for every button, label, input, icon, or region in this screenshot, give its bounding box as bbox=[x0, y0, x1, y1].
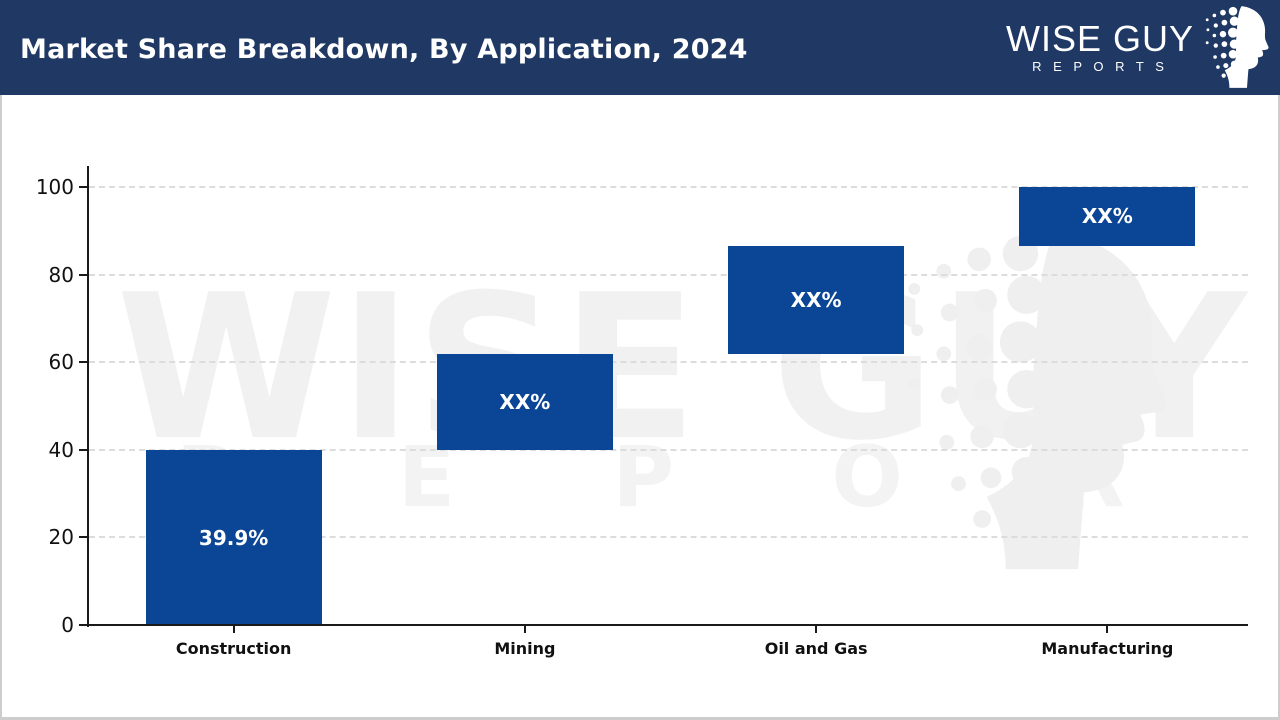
y-axis-tick bbox=[79, 536, 87, 539]
logo-wordmark: WISE GUY bbox=[1005, 18, 1194, 60]
y-axis-tick-label: 40 bbox=[48, 437, 74, 462]
bar-mining: XX% bbox=[436, 354, 613, 451]
y-axis-tick bbox=[79, 361, 87, 364]
x-axis-category-label: Oil and Gas bbox=[764, 639, 868, 658]
y-axis-tick-label: 80 bbox=[48, 262, 74, 287]
wiseguy-logo: WISE GUY R E P O R T S bbox=[1006, 4, 1270, 90]
y-axis-tick bbox=[79, 448, 87, 451]
bar-manufacturing: XX% bbox=[1019, 187, 1196, 246]
wiseguy-logo-text: WISE GUY R E P O R T S bbox=[1006, 20, 1194, 74]
y-axis-tick-label: 20 bbox=[48, 525, 74, 550]
x-axis-category-label: Construction bbox=[175, 639, 292, 658]
gridline bbox=[89, 186, 1248, 188]
page-border-right bbox=[1278, 95, 1280, 720]
bar-value-label: XX% bbox=[790, 287, 842, 312]
gridline bbox=[89, 273, 1248, 276]
gridline bbox=[89, 361, 1248, 364]
x-axis-category-label: Manufacturing bbox=[1041, 639, 1174, 658]
bar-construction: 39.9% bbox=[145, 450, 322, 625]
x-axis-spine bbox=[87, 624, 1248, 626]
x-axis-tick bbox=[815, 626, 818, 633]
x-axis-category-label: Mining bbox=[494, 639, 556, 658]
x-axis-tick bbox=[232, 626, 235, 633]
page-border-left bbox=[0, 95, 2, 720]
y-axis-tick-label: 60 bbox=[48, 350, 74, 375]
y-axis-tick bbox=[79, 273, 87, 276]
y-axis-tick bbox=[79, 624, 87, 626]
bar-oil-and-gas: XX% bbox=[728, 245, 905, 355]
x-axis-tick bbox=[1106, 626, 1109, 633]
watermark-head-icon bbox=[908, 232, 1167, 570]
wiseguy-head-icon bbox=[1205, 6, 1269, 88]
gridline bbox=[89, 448, 1248, 451]
bar-value-label: 39.9% bbox=[198, 525, 269, 550]
y-axis-spine bbox=[87, 166, 89, 627]
x-axis-tick bbox=[523, 626, 526, 633]
y-axis-tick bbox=[79, 186, 87, 188]
y-axis-tick-label: 100 bbox=[35, 175, 74, 199]
page-border-bottom bbox=[0, 717, 1280, 720]
logo-tagline: R E P O R T S bbox=[1032, 58, 1168, 74]
page-title: Market Share Breakdown, By Application, … bbox=[20, 34, 748, 65]
header-bar: Market Share Breakdown, By Application, … bbox=[0, 0, 1280, 95]
y-axis-tick-label: 0 bbox=[61, 613, 74, 637]
bar-value-label: XX% bbox=[1081, 204, 1133, 229]
bar-value-label: XX% bbox=[499, 390, 551, 415]
gridline bbox=[89, 536, 1248, 539]
